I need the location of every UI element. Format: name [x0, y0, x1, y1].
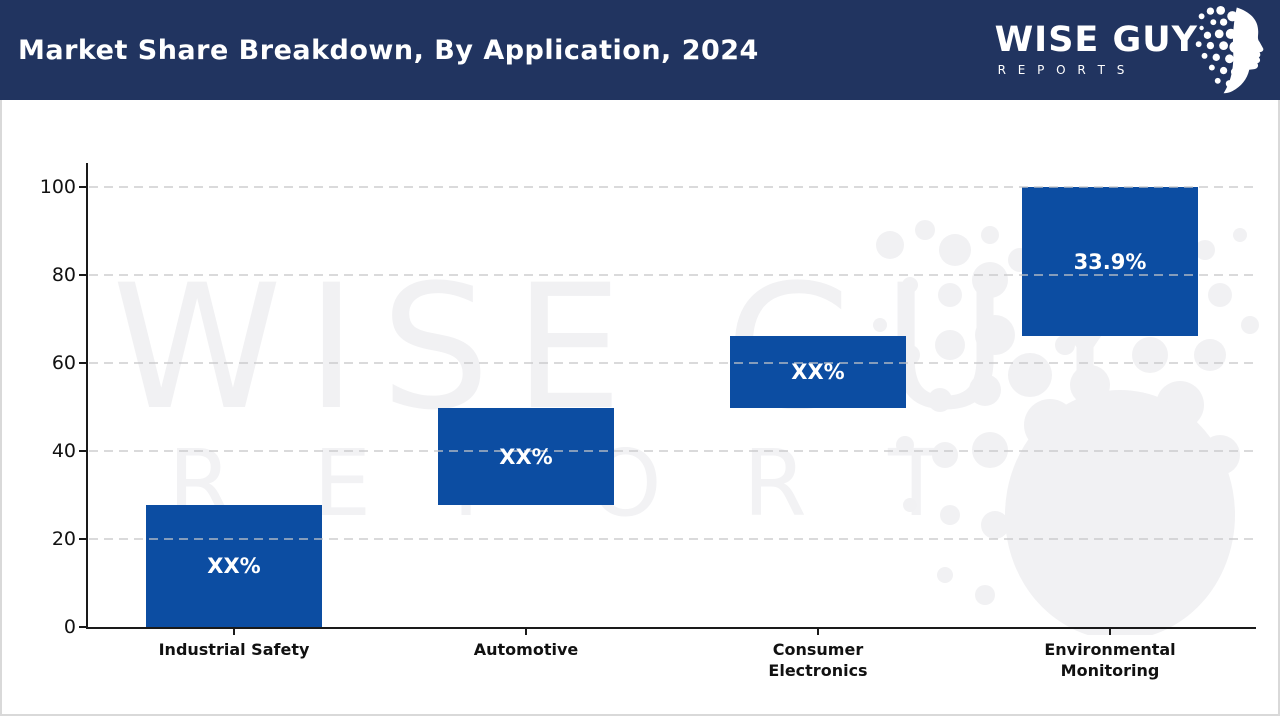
- bar-segment: [1022, 187, 1198, 337]
- x-category-label: Environmental Monitoring: [1044, 640, 1176, 680]
- x-tick: [1109, 629, 1111, 635]
- x-tick: [525, 629, 527, 635]
- gridline: [89, 186, 1256, 188]
- gridline: [89, 274, 1256, 276]
- wise-guy-reports-logo: WISE GUY R E P O R T S: [995, 4, 1274, 96]
- logo-reports-text: R E P O R T S: [997, 63, 1129, 77]
- bar-segment: [438, 407, 614, 506]
- x-category-label: Consumer Electronics: [768, 640, 868, 680]
- y-tick: [79, 362, 86, 364]
- bar-value-label: XX%: [499, 444, 553, 469]
- x-axis-spine: [86, 627, 1256, 629]
- x-tick: [817, 629, 819, 635]
- y-tick: [79, 626, 86, 628]
- bar-value-label: XX%: [207, 554, 261, 579]
- gridline: [89, 362, 1256, 364]
- y-tick: [79, 274, 86, 276]
- bar-segment: [146, 505, 322, 627]
- bar-value-label: 33.9%: [1073, 249, 1147, 274]
- y-tick: [79, 450, 86, 452]
- y-tick-label: 60: [51, 352, 76, 374]
- x-category-label: Industrial Safety: [158, 640, 310, 659]
- y-axis-spine: [86, 163, 88, 629]
- page-border-frame: [0, 100, 1280, 716]
- header-bar: Market Share Breakdown, By Application, …: [0, 0, 1280, 100]
- gridline: [89, 450, 1256, 452]
- logo-text: WISE GUY R E P O R T S: [994, 20, 1198, 78]
- gridline: [89, 538, 1256, 540]
- y-tick: [79, 538, 86, 540]
- logo-brand-text: WISE GUY: [994, 20, 1198, 60]
- y-tick-label: 40: [51, 440, 76, 462]
- y-tick-label: 80: [51, 264, 76, 286]
- y-tick-label: 20: [51, 528, 76, 550]
- bar-segment: [730, 336, 906, 408]
- x-tick: [233, 629, 235, 635]
- logo-face-icon: [1195, 6, 1264, 94]
- bar-value-label: XX%: [791, 360, 845, 385]
- y-tick-label: 100: [39, 176, 76, 198]
- x-category-label: Automotive: [473, 640, 579, 659]
- page-title: Market Share Breakdown, By Application, …: [18, 34, 759, 66]
- y-tick: [79, 186, 86, 188]
- y-tick-label: 0: [63, 616, 76, 638]
